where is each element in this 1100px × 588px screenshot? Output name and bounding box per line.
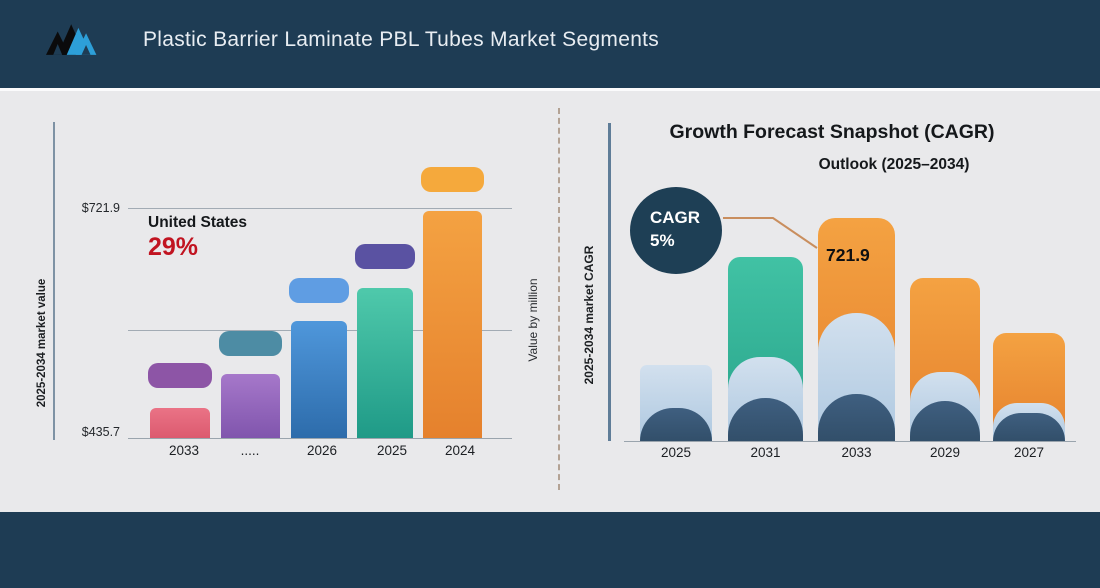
us-chart-title: United States bbox=[148, 214, 248, 231]
us-bar-..... bbox=[221, 374, 280, 438]
us-bar-cap-..... bbox=[219, 331, 282, 356]
us-bar-2033 bbox=[150, 408, 210, 438]
cagr-y-axis-label: 2025-2034 market CAGR bbox=[582, 245, 596, 385]
cagr-badge-label: CAGR bbox=[650, 208, 701, 227]
us-ytick-bottom: $435.7 bbox=[81, 425, 120, 439]
cagr-y-axis-line bbox=[608, 123, 611, 441]
value-by-million-label: Value by million bbox=[526, 278, 540, 362]
cagr-bar-2027-navy bbox=[993, 413, 1065, 441]
us-x-axis-line bbox=[128, 438, 512, 439]
cagr-x-axis-line bbox=[624, 441, 1076, 442]
us-highlight-value: 29% bbox=[148, 233, 199, 261]
page-title: Plastic Barrier Laminate PBL Tubes Marke… bbox=[143, 28, 660, 51]
us-gridline-top bbox=[128, 208, 512, 209]
us-bar-2025 bbox=[357, 288, 413, 438]
section-divider bbox=[558, 108, 560, 490]
cagr-x-label-2029: 2029 bbox=[929, 445, 961, 460]
header-bar: Plastic Barrier Laminate PBL Tubes Marke… bbox=[0, 0, 1100, 88]
us-x-label-2026: 2026 bbox=[306, 443, 338, 458]
cagr-x-label-2033: 2033 bbox=[841, 445, 872, 460]
cagr-chart-subtitle: Outlook (2025–2034) bbox=[818, 156, 970, 173]
us-ytick-top: $721.9 bbox=[81, 201, 120, 215]
footer-bar: @ All Market Analysis Snapshot GlobalPla… bbox=[0, 512, 1100, 588]
us-bar-cap-2026 bbox=[289, 278, 349, 303]
cagr-chart-title: Growth Forecast Snapshot (CAGR) bbox=[669, 121, 995, 143]
cagr-annotation: 721.9 bbox=[826, 245, 870, 265]
us-x-label-2024: 2024 bbox=[444, 443, 476, 458]
cagr-x-label-2031: 2031 bbox=[750, 445, 781, 460]
us-y-axis-label: 2025-2034 market value bbox=[36, 278, 48, 408]
cagr-badge-value: 5% bbox=[650, 231, 675, 250]
us-bar-cap-2024 bbox=[421, 167, 484, 192]
us-y-axis-line bbox=[53, 122, 55, 440]
us-bar-cap-2025 bbox=[355, 244, 415, 269]
ama-logo-icon bbox=[46, 24, 97, 55]
us-bar-2026 bbox=[291, 321, 347, 438]
us-x-label-2025: 2025 bbox=[376, 443, 408, 458]
us-x-label-.....: ..... bbox=[240, 443, 260, 458]
us-bar-2024 bbox=[423, 211, 482, 438]
cagr-connector-line bbox=[723, 217, 818, 249]
us-bar-cap-2033 bbox=[148, 363, 212, 388]
cagr-x-label-2025: 2025 bbox=[660, 445, 692, 460]
cagr-badge: CAGR 5% bbox=[630, 187, 722, 274]
cagr-x-label-2027: 2027 bbox=[1013, 445, 1045, 460]
us-x-label-2033: 2033 bbox=[168, 443, 200, 458]
